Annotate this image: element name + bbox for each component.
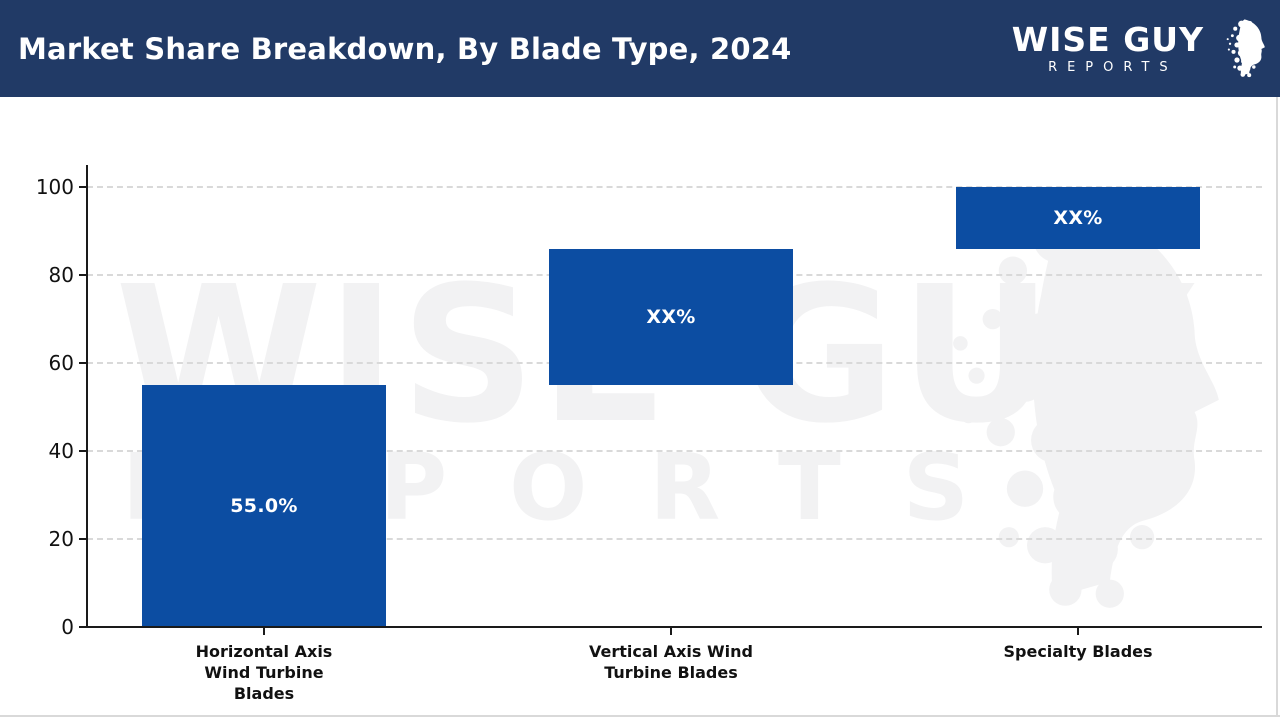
wise-guy-reports-logo: WISE GUY REPORTS: [1012, 17, 1266, 81]
chart-title: Market Share Breakdown, By Blade Type, 2…: [18, 31, 792, 66]
x-category-label-line: Blades: [233, 684, 295, 703]
y-tick-label: 80: [48, 263, 74, 287]
bar-value-label: XX%: [1053, 206, 1103, 229]
y-axis-tick: [79, 186, 87, 188]
y-tick-label: 0: [61, 615, 74, 639]
panel-bottom-border: [0, 715, 1280, 717]
y-axis-tick: [79, 274, 87, 276]
bar-value-label: XX%: [646, 305, 696, 328]
x-axis-tick: [670, 628, 672, 635]
x-category-label: Specialty Blades: [928, 641, 1228, 662]
bar: 55.0%: [142, 385, 386, 627]
y-axis-tick: [79, 362, 87, 364]
y-axis-line: [86, 165, 88, 628]
y-axis-tick: [79, 450, 87, 452]
bar-value-label: 55.0%: [230, 495, 298, 517]
x-axis-line: [86, 626, 1262, 628]
x-category-label-line: Vertical Axis Wind: [589, 642, 753, 661]
x-axis-tick: [1077, 628, 1079, 635]
y-axis-tick: [79, 538, 87, 540]
y-tick-label: 100: [35, 175, 74, 199]
y-tick-label: 60: [48, 351, 74, 375]
y-axis-tick: [79, 626, 87, 628]
x-category-label-line: Wind Turbine: [204, 663, 324, 682]
y-tick-label: 20: [48, 527, 74, 551]
x-category-label: Vertical Axis Wind Turbine Blades: [521, 641, 821, 683]
gridline: [87, 450, 1262, 452]
bar: XX%: [956, 187, 1200, 249]
panel-right-border: [1276, 97, 1278, 716]
header-bar: Market Share Breakdown, By Blade Type, 2…: [0, 0, 1280, 97]
x-category-label: Horizontal Axis Wind Turbine Blades: [114, 641, 414, 704]
logo-text: WISE GUY REPORTS: [1012, 23, 1204, 75]
gridline: [87, 186, 1262, 188]
logo-face-icon: [1208, 17, 1266, 81]
x-category-label-line: Horizontal Axis: [195, 642, 333, 661]
gridline: [87, 538, 1262, 540]
logo-wordmark: WISE GUY: [1011, 19, 1204, 59]
x-category-label-line: Specialty Blades: [1003, 642, 1153, 661]
x-axis-tick: [263, 628, 265, 635]
bar: XX%: [549, 248, 793, 385]
y-tick-label: 40: [48, 439, 74, 463]
x-category-label-line: Turbine Blades: [604, 663, 738, 682]
logo-subtitle: REPORTS: [1048, 59, 1178, 75]
